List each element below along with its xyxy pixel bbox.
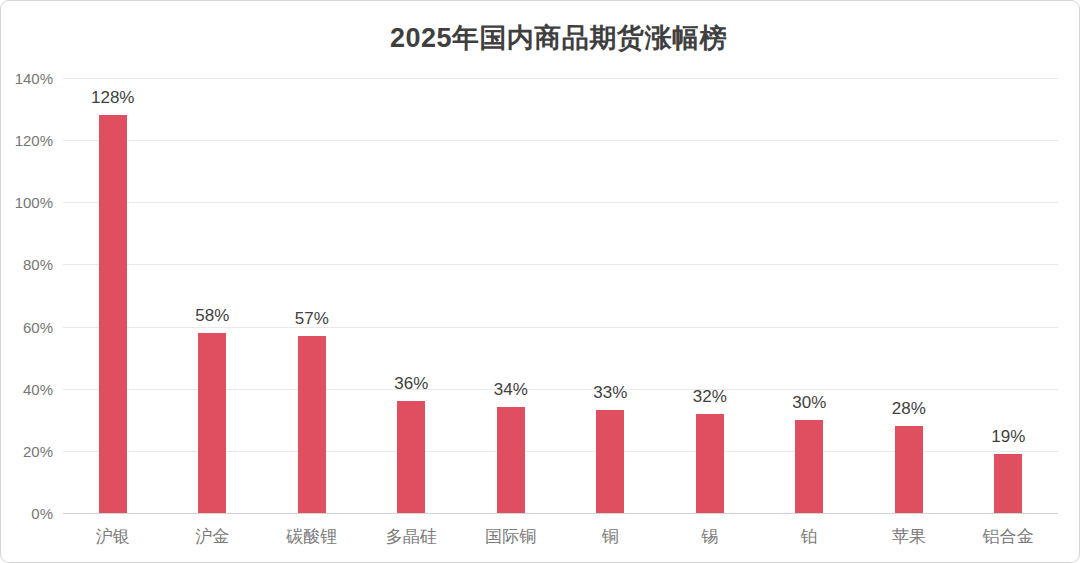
plot-area: 0%20%40%60%80%100%120%140%128%沪银58%沪金57%…: [63, 79, 1058, 514]
data-label: 19%: [959, 427, 1059, 447]
bar: [397, 401, 425, 513]
data-label: 34%: [461, 380, 561, 400]
data-label: 30%: [760, 393, 860, 413]
x-tick-label: 铜: [561, 526, 661, 548]
bar: [198, 333, 226, 513]
bar-cell: 128%沪银: [63, 79, 163, 514]
bar: [994, 454, 1022, 513]
bar-cell: 32%锡: [660, 79, 760, 514]
y-tick-label: 60%: [0, 318, 53, 338]
chart-frame: 2025年国内商品期货涨幅榜 0%20%40%60%80%100%120%140…: [0, 0, 1080, 563]
data-label: 58%: [163, 306, 263, 326]
x-tick-label: 锡: [660, 526, 760, 548]
y-tick-label: 120%: [0, 131, 53, 151]
bar: [696, 414, 724, 513]
bar-cell: 57%碳酸锂: [262, 79, 362, 514]
x-tick-label: 碳酸锂: [262, 526, 362, 548]
chart-title: 2025年国内商品期货涨幅榜: [61, 20, 1056, 56]
x-tick-label: 铝合金: [959, 526, 1059, 548]
bar-cell: 30%铂: [760, 79, 860, 514]
data-label: 57%: [262, 309, 362, 329]
x-tick-label: 铂: [760, 526, 860, 548]
bar: [895, 426, 923, 513]
y-tick-label: 20%: [0, 442, 53, 462]
bar: [99, 115, 127, 513]
bar: [298, 336, 326, 513]
y-tick-label: 100%: [0, 193, 53, 213]
bar-cell: 34%国际铜: [461, 79, 561, 514]
data-label: 28%: [859, 399, 959, 419]
y-tick-label: 80%: [0, 255, 53, 275]
bar: [596, 410, 624, 513]
bar-cell: 33%铜: [561, 79, 661, 514]
x-tick-label: 国际铜: [461, 526, 561, 548]
y-tick-label: 40%: [0, 380, 53, 400]
x-tick-label: 多晶硅: [362, 526, 462, 548]
x-tick-label: 沪金: [163, 526, 263, 548]
bar-cell: 28%苹果: [859, 79, 959, 514]
data-label: 36%: [362, 374, 462, 394]
bar-cell: 19%铝合金: [959, 79, 1059, 514]
bar: [497, 407, 525, 513]
data-label: 128%: [63, 88, 163, 108]
bar-cell: 58%沪金: [163, 79, 263, 514]
data-label: 32%: [660, 387, 760, 407]
bar-cell: 36%多晶硅: [362, 79, 462, 514]
x-tick-label: 苹果: [859, 526, 959, 548]
y-tick-label: 0%: [0, 504, 53, 524]
data-label: 33%: [561, 383, 661, 403]
y-tick-label: 140%: [0, 69, 53, 89]
bar: [795, 420, 823, 513]
x-tick-label: 沪银: [63, 526, 163, 548]
